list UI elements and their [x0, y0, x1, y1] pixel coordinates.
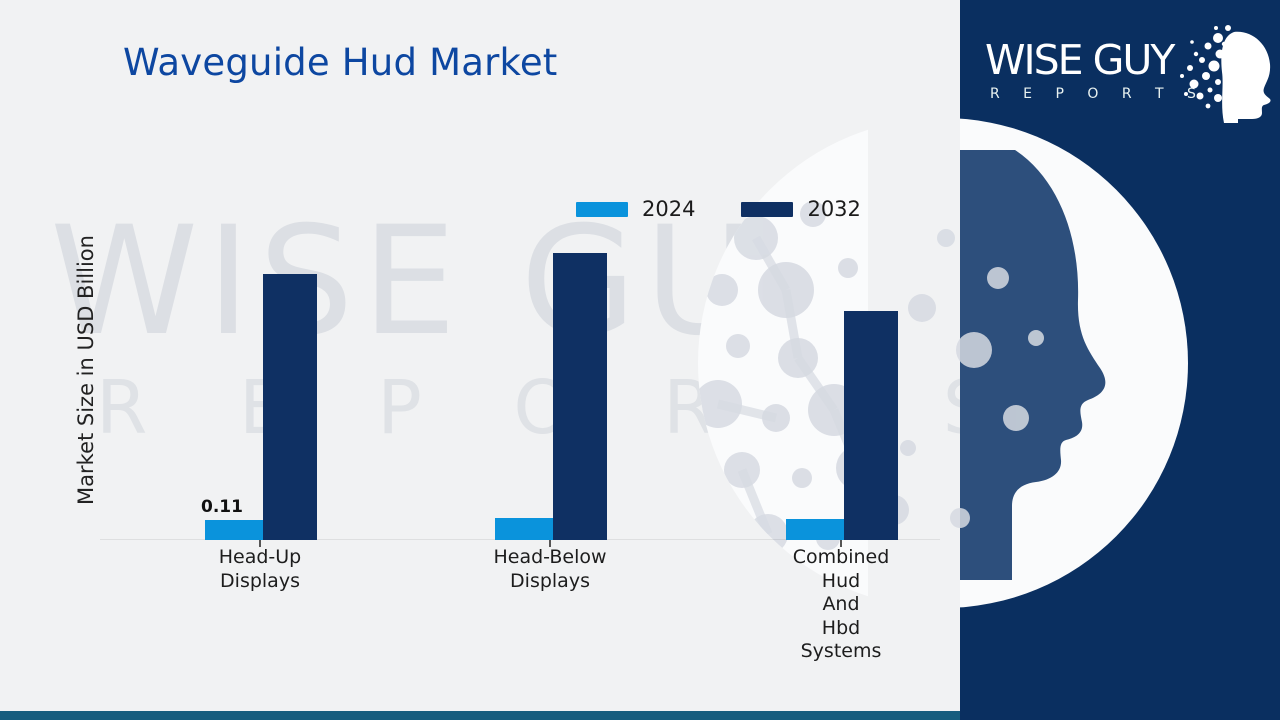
y-axis-label: Market Size in USD Billion [74, 235, 98, 505]
bar-chart: Market Size in USD Billion 2024 2032 0.1… [74, 160, 940, 662]
legend-label-2024: 2024 [642, 197, 696, 221]
x-axis-tick [840, 540, 842, 547]
category-label-head-up-displays: Head-Up Displays [218, 546, 302, 592]
bar-2024-head-below-displays[interactable] [495, 518, 553, 540]
legend-swatch-2032 [741, 201, 794, 217]
brand-logo: WISE GUY R E P O R T S [985, 25, 1271, 126]
bar-2024-combined-hud-and-hbd-systems[interactable] [786, 519, 844, 540]
bar-2032-head-below-displays[interactable] [553, 253, 607, 540]
bar-group-head-up-displays: 0.11 Head-Up Displays [195, 160, 325, 592]
legend-item-2024[interactable]: 2024 [576, 197, 695, 221]
x-axis-tick [549, 540, 551, 547]
bottom-accent-strip [0, 711, 960, 720]
bar-group-head-below-displays: Head-Below Displays [485, 160, 615, 592]
legend-item-2032[interactable]: 2032 [741, 197, 861, 221]
category-label-head-below-displays: Head-Below Displays [493, 546, 607, 592]
plot-area: 0.11 Head-Up Displays Head-Below Display… [100, 160, 940, 662]
brand-logo-wordmark: WISE GUY [985, 36, 1175, 84]
chart-legend: 2024 2032 [576, 197, 861, 221]
page-title: Waveguide Hud Market [123, 41, 558, 84]
brand-panel [960, 0, 1280, 720]
bar-2032-combined-hud-and-hbd-systems[interactable] [844, 311, 898, 540]
bar-value-label-2024-head-up-displays: 0.11 [201, 497, 243, 517]
head-profile-dots-icon [1180, 25, 1271, 124]
bar-2024-head-up-displays[interactable] [205, 520, 263, 540]
brand-logo-tagline: R E P O R T S [990, 86, 1206, 102]
category-label-combined-hud-and-hbd-systems: Combined Hud And Hbd Systems [792, 546, 890, 662]
bar-group-combined-hud-and-hbd-systems: Combined Hud And Hbd Systems [776, 160, 906, 662]
legend-swatch-2024 [576, 201, 628, 217]
face-silhouette-icon [960, 150, 1106, 580]
x-axis-tick [259, 540, 261, 547]
bar-2032-head-up-displays[interactable] [263, 274, 317, 540]
legend-label-2032: 2032 [807, 197, 861, 221]
